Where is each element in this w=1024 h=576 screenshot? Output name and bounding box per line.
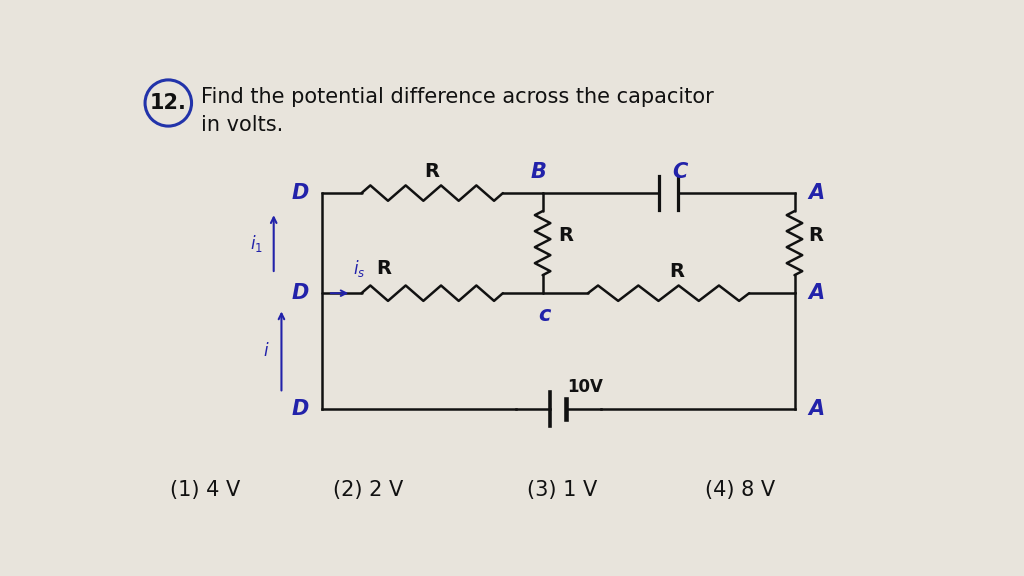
Text: C: C: [673, 161, 688, 181]
Text: Find the potential difference across the capacitor: Find the potential difference across the…: [201, 87, 714, 107]
Text: R: R: [558, 226, 573, 245]
Text: 10V: 10V: [567, 378, 603, 396]
Text: $i_s$: $i_s$: [352, 258, 366, 279]
Text: (2) 2 V: (2) 2 V: [333, 480, 403, 499]
Text: R: R: [809, 226, 823, 245]
Text: D: D: [292, 399, 309, 419]
Text: (4) 8 V: (4) 8 V: [706, 480, 775, 499]
Text: D: D: [292, 183, 309, 203]
Text: $i$: $i$: [263, 342, 269, 360]
Text: A: A: [808, 283, 824, 303]
Text: A: A: [808, 183, 824, 203]
Text: c: c: [538, 305, 550, 325]
Text: R: R: [376, 259, 391, 278]
Text: R: R: [669, 262, 684, 281]
Text: R: R: [425, 162, 439, 181]
Text: (1) 4 V: (1) 4 V: [170, 480, 241, 499]
Text: 12.: 12.: [150, 93, 186, 113]
Text: (3) 1 V: (3) 1 V: [527, 480, 597, 499]
Text: A: A: [808, 399, 824, 419]
Text: $i_1$: $i_1$: [250, 233, 263, 253]
Text: in volts.: in volts.: [201, 115, 283, 135]
Text: B: B: [530, 161, 547, 181]
Text: D: D: [292, 283, 309, 303]
